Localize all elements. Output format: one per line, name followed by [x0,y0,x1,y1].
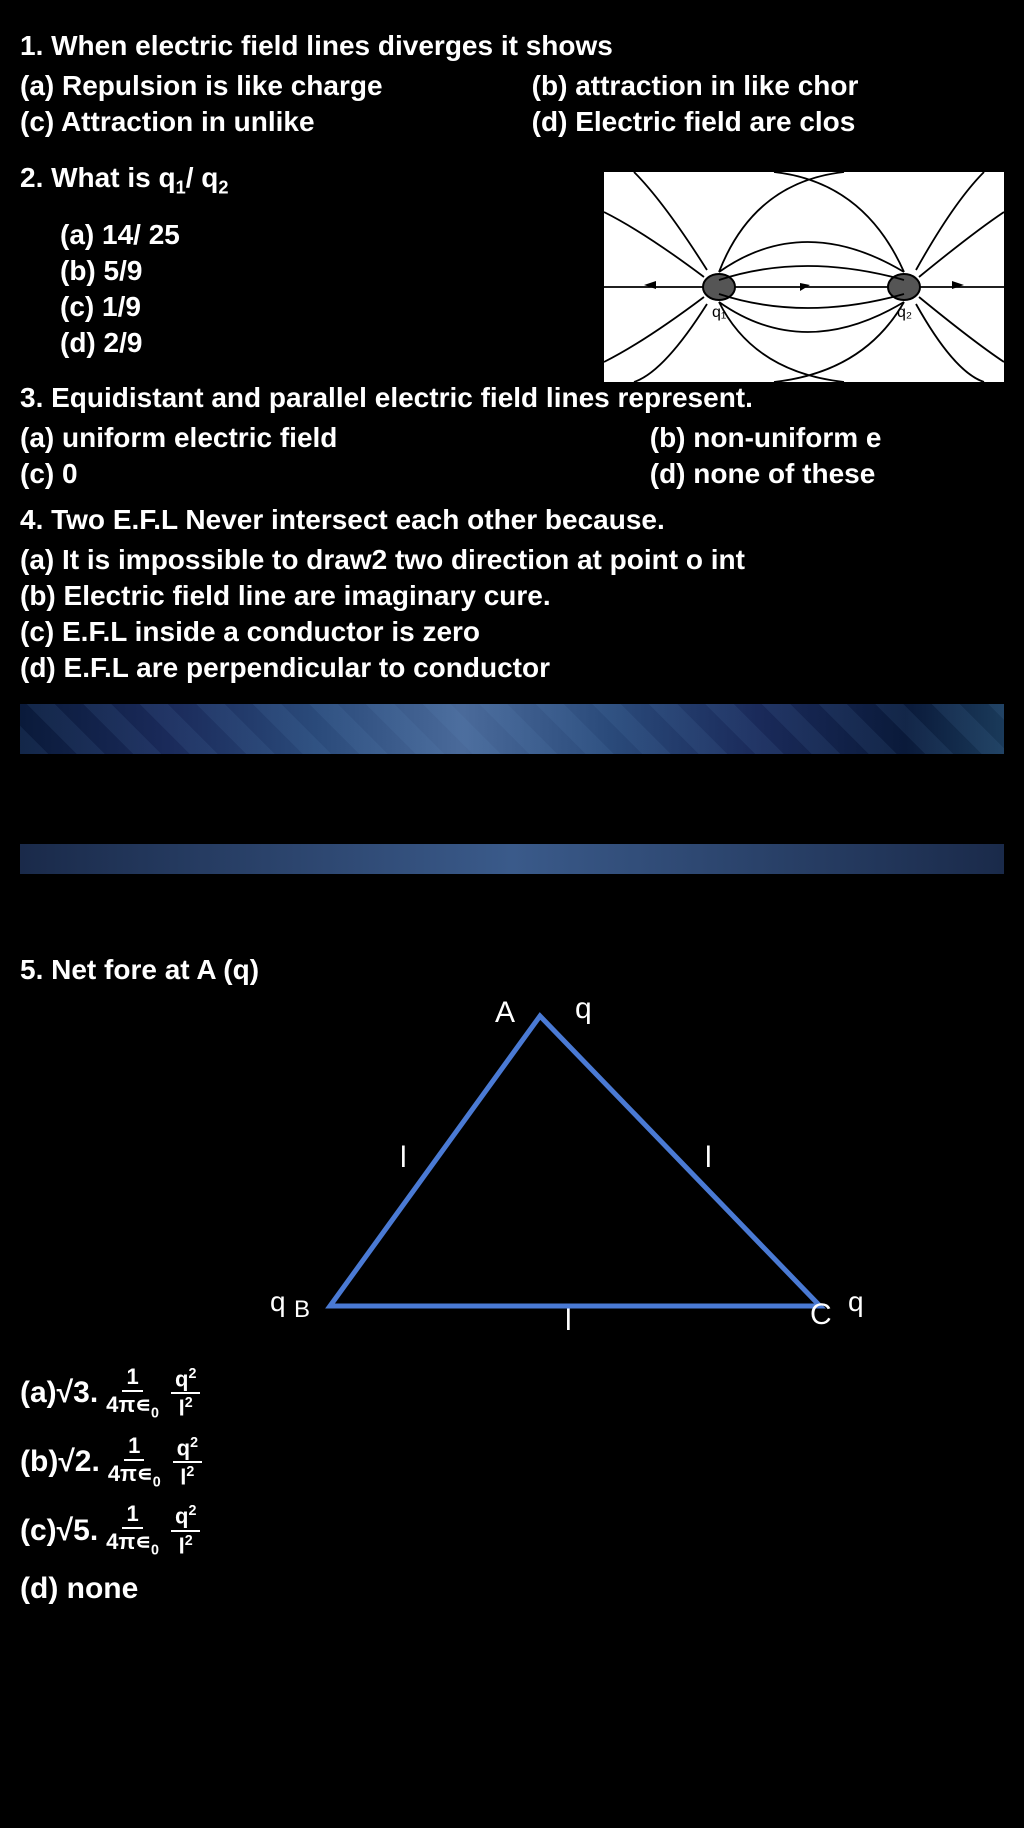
q5b-frac2: q2 l2 [173,1436,202,1489]
q3-options: (a) uniform electric field (b) non-unifo… [20,422,1004,494]
q5b-prefix: (b) [20,1445,58,1479]
q2-option-a: (a) 14/ 25 [60,219,584,251]
q5-option-a: (a) √3 . 1 4π∊0 q2 l2 [20,1366,1004,1421]
q5-option-b: (b) √2 . 1 4π∊0 q2 l2 [20,1435,1004,1490]
field-lines-svg: q₁ q₂ [604,172,1004,382]
triangle-label-l-bottom: l [565,1304,572,1338]
fig-q1-label: q₁ [712,304,726,321]
triangle-label-q-br: q [848,1286,864,1318]
q5a-frac2: q2 l2 [171,1367,200,1420]
triangle-figure: A q l l l q B C q [300,996,900,1356]
q3-option-d: (d) none of these [650,458,1004,490]
question-4: 4. Two E.F.L Never intersect each other … [20,504,1004,684]
q5c-frac1: 1 4π∊0 [102,1503,163,1558]
triangle-label-q-bl: q [270,1286,286,1318]
q5a-frac1-num: 1 [122,1366,142,1392]
q4-option-d: (d) E.F.L are perpendicular to conductor [20,652,1004,684]
q2-text: 2. What is q1/ q2 [20,162,584,199]
q5c-dot: . [90,1514,98,1548]
q5b-dot: . [91,1445,99,1479]
decorative-bar-2 [20,844,1004,874]
q2-sub2: 2 [218,178,228,198]
q5c-root: √5 [57,1514,90,1548]
q5a-frac2-num: q2 [171,1367,200,1394]
q1-option-c: (c) Attraction in unlike [20,106,532,138]
triangle-label-A: A [495,996,515,1030]
fig-q2-label: q₂ [897,304,912,321]
triangle-svg [300,996,860,1336]
q3-option-a: (a) uniform electric field [20,422,650,454]
q5-text: 5. Net fore at A (q) [20,954,1004,986]
q1-option-a: (a) Repulsion is like charge [20,70,532,102]
q5-options: (a) √3 . 1 4π∊0 q2 l2 (b) √2 . 1 4π∊0 q2… [20,1366,1004,1606]
question-1: 1. When electric field lines diverges it… [20,30,1004,142]
q5a-root: √3 [57,1376,90,1410]
q2-option-d: (d) 2/9 [60,327,584,359]
q4-option-a: (a) It is impossible to draw2 two direct… [20,544,1004,576]
q1-option-d: (d) Electric field are clos [532,106,1004,138]
q4-options: (a) It is impossible to draw2 two direct… [20,544,1004,684]
q4-text: 4. Two E.F.L Never intersect each other … [20,504,1004,536]
q3-option-b: (b) non-uniform e [650,422,1004,454]
q4-option-c: (c) E.F.L inside a conductor is zero [20,616,1004,648]
q5-option-d: (d) none [20,1572,1004,1606]
triangle-label-B: B [294,1296,310,1324]
q5a-frac1: 1 4π∊0 [102,1366,163,1421]
triangle-label-l-right: l [705,1141,712,1175]
q2-text-prefix: 2. What is q [20,162,176,193]
q1-option-b: (b) attraction in like chor [532,70,1004,102]
q5b-root: √2 [58,1445,91,1479]
q5c-frac2: q2 l2 [171,1504,200,1557]
triangle-label-q-top: q [575,992,592,1026]
q2-option-c: (c) 1/9 [60,291,584,323]
q5a-dot: . [90,1376,98,1410]
q5-option-c: (c) √5 . 1 4π∊0 q2 l2 [20,1503,1004,1558]
question-2: 2. What is q1/ q2 (a) 14/ 25 (b) 5/9 (c)… [20,162,1004,382]
q5a-frac2-den: l2 [175,1394,197,1419]
q3-text: 3. Equidistant and parallel electric fie… [20,382,1004,414]
q5b-frac1: 1 4π∊0 [104,1435,165,1490]
q5c-prefix: (c) [20,1514,57,1548]
triangle-label-C: C [810,1298,832,1332]
q1-options: (a) Repulsion is like charge (b) attract… [20,70,1004,142]
decorative-bar-1 [20,704,1004,754]
question-3: 3. Equidistant and parallel electric fie… [20,382,1004,494]
field-lines-figure: q₁ q₂ [604,172,1004,382]
q3-option-c: (c) 0 [20,458,650,490]
q2-sub1: 1 [176,178,186,198]
gap-1 [20,754,1004,844]
q5a-frac1-den: 4π∊0 [102,1392,163,1421]
q5a-prefix: (a) [20,1376,57,1410]
q2-options: (a) 14/ 25 (b) 5/9 (c) 1/9 (d) 2/9 [20,219,584,359]
q2-text-mid: / q [186,162,219,193]
q2-option-b: (b) 5/9 [60,255,584,287]
q4-option-b: (b) Electric field line are imaginary cu… [20,580,1004,612]
triangle-label-l-left: l [400,1141,407,1175]
question-5: 5. Net fore at A (q) A q l l l q B C q (… [20,954,1004,1606]
q1-text: 1. When electric field lines diverges it… [20,30,1004,62]
